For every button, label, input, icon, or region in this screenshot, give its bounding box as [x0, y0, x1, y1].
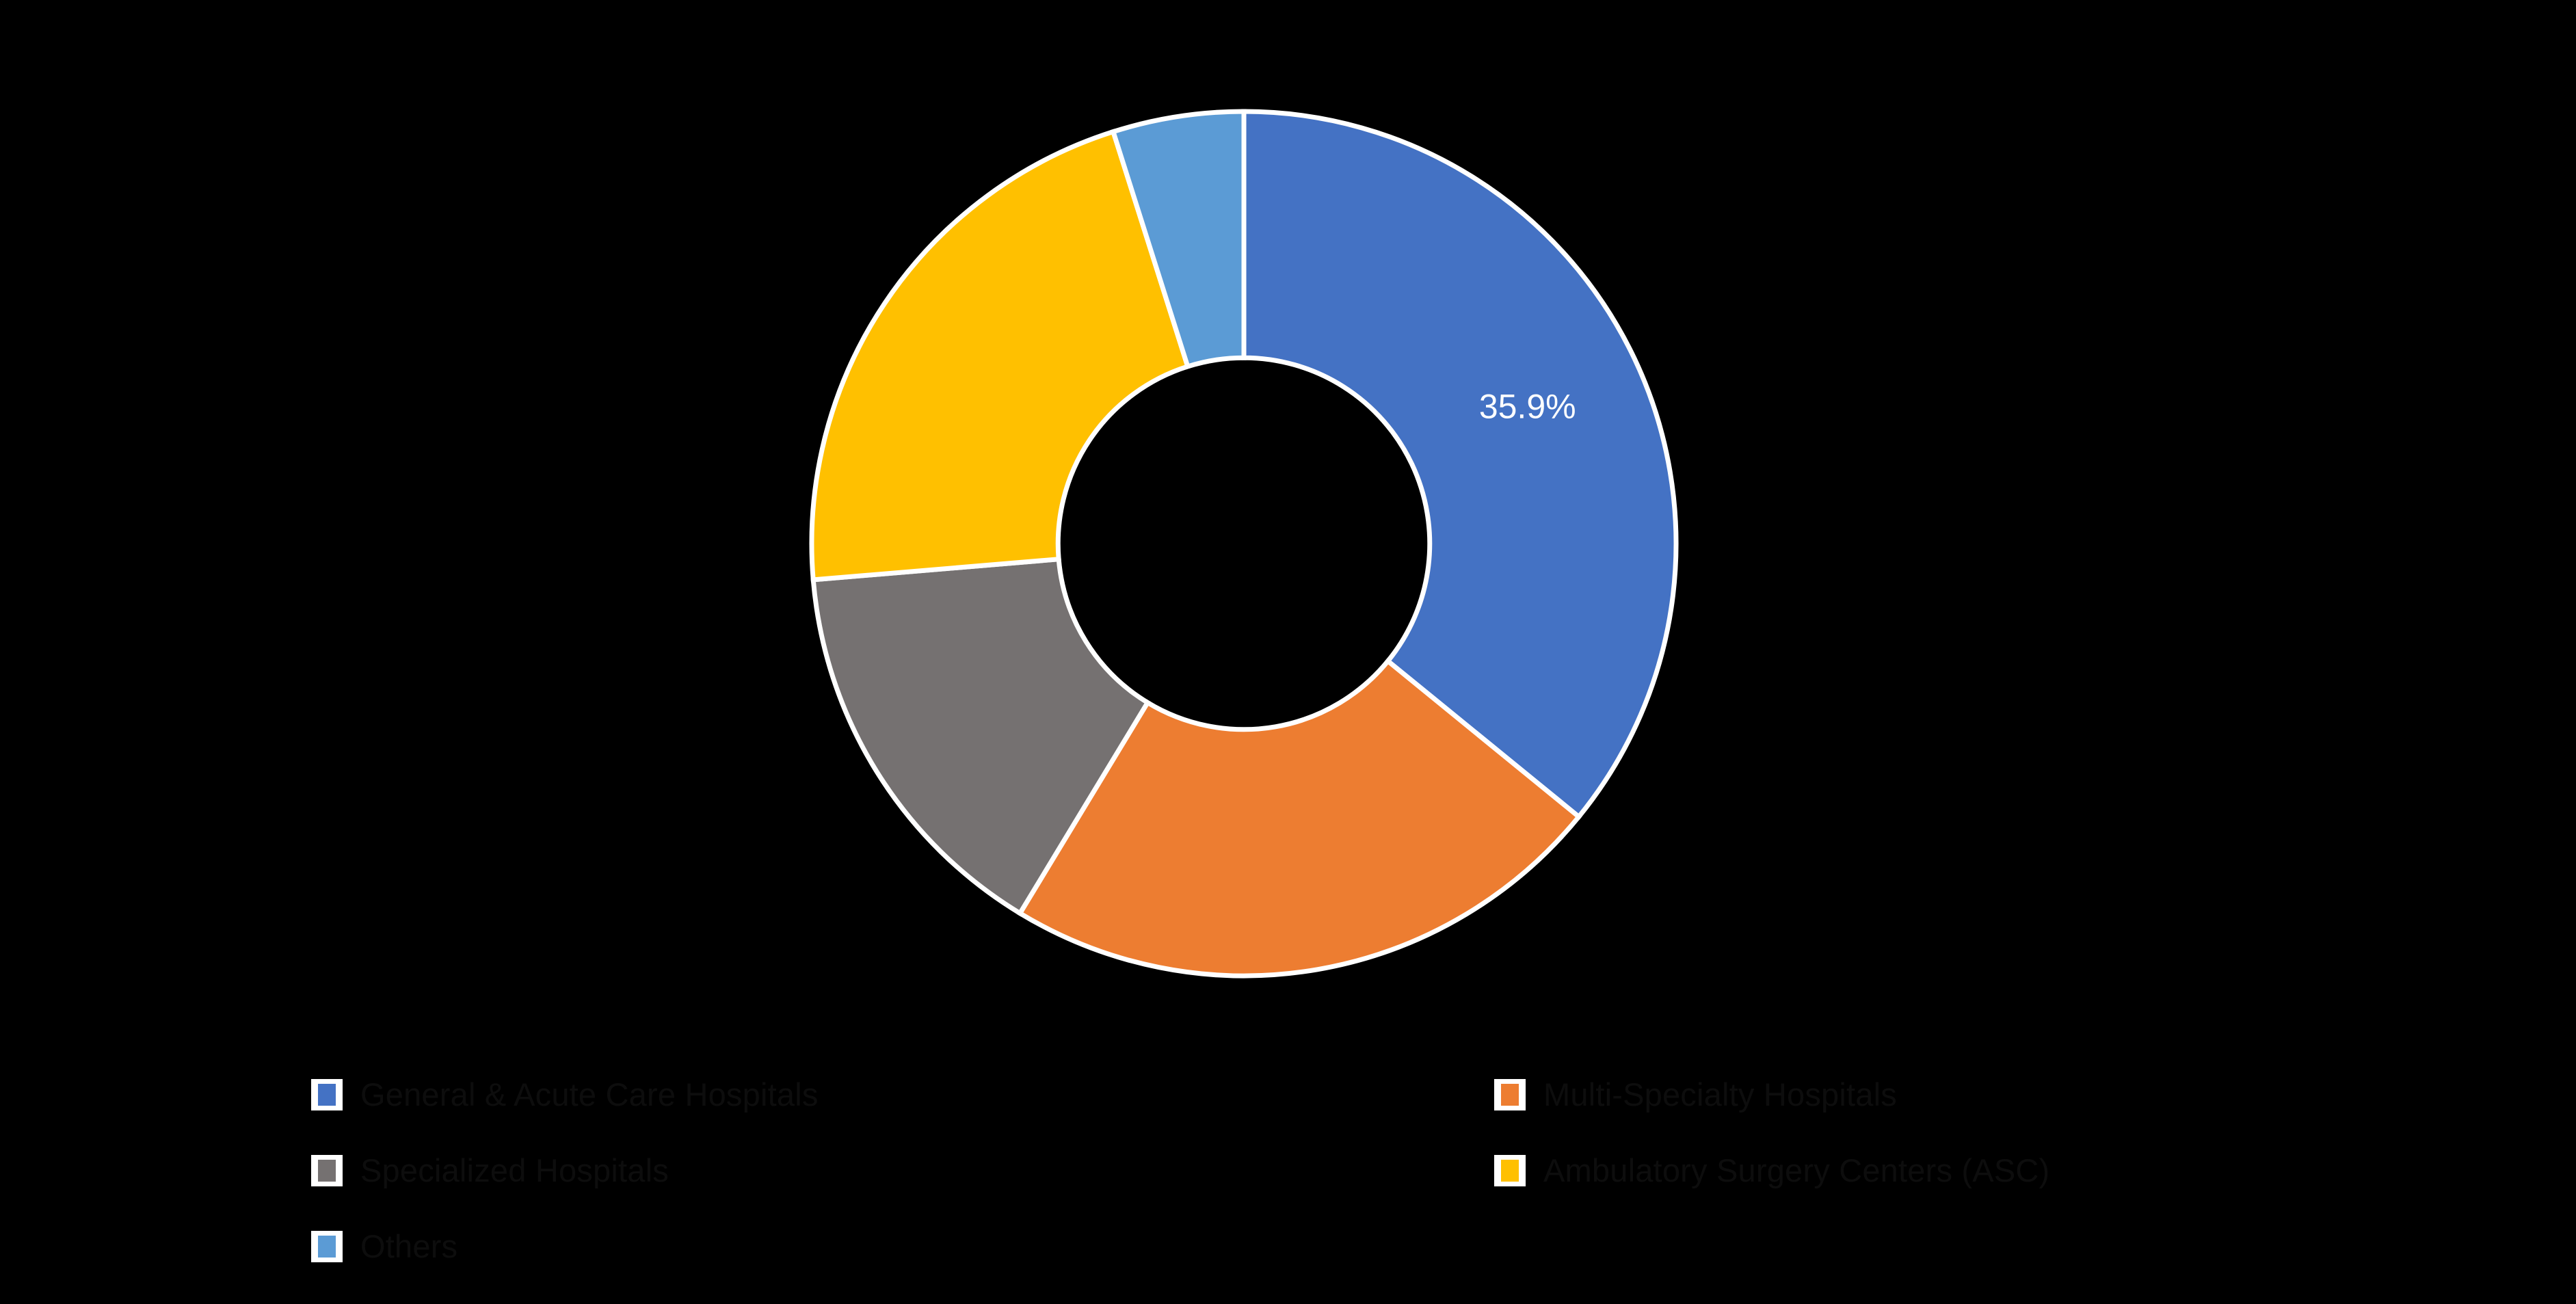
- legend-swatch-specialized-hospitals-icon: [311, 1154, 343, 1186]
- pie-slice-3[interactable]: [810, 556, 1152, 917]
- legend-item-ambulatory-surgery-centers[interactable]: Ambulatory Surgery Centers (ASC): [1494, 1132, 2294, 1208]
- legend-item-general-acute-care-hospitals[interactable]: General & Acute Care Hospitals: [311, 1056, 1494, 1132]
- legend-swatch-others-icon: [311, 1230, 343, 1262]
- pie-slice-label-1: 35.9%: [1479, 387, 1576, 425]
- pie-slice-4[interactable]: [809, 129, 1191, 583]
- legend-label-multi-specialty-hospitals: Multi-Specialty Hospitals: [1543, 1076, 1897, 1113]
- donut-plot-area: 35.9%: [809, 109, 1679, 979]
- legend-color-chip: [318, 1235, 336, 1258]
- legend-swatch-general-acute-care-hospitals-icon: [311, 1078, 343, 1110]
- pie-labels-group: 35.9%: [1479, 387, 1576, 425]
- donut-svg: 35.9%: [809, 109, 1679, 979]
- legend-label-general-acute-care-hospitals: General & Acute Care Hospitals: [360, 1076, 819, 1113]
- legend-label-others: Others: [360, 1228, 458, 1264]
- legend-item-specialized-hospitals[interactable]: Specialized Hospitals: [311, 1132, 1494, 1208]
- legend-label-ambulatory-surgery-centers: Ambulatory Surgery Centers (ASC): [1543, 1152, 2050, 1188]
- legend-swatch-multi-specialty-hospitals-icon: [1494, 1078, 1526, 1110]
- legend-swatch-ambulatory-surgery-centers-icon: [1494, 1154, 1526, 1186]
- pie-slice-1[interactable]: [1241, 109, 1679, 821]
- legend-label-specialized-hospitals: Specialized Hospitals: [360, 1152, 669, 1188]
- legend-color-chip: [318, 1159, 336, 1182]
- pie-slices-group: [809, 109, 1679, 979]
- chart-legend: General & Acute Care Hospitals Multi-Spe…: [311, 1056, 2294, 1264]
- legend-color-chip: [1501, 1159, 1519, 1182]
- legend-item-multi-specialty-hospitals[interactable]: Multi-Specialty Hospitals: [1494, 1056, 2294, 1132]
- legend-color-chip: [318, 1083, 336, 1106]
- legend-color-chip: [1501, 1083, 1519, 1106]
- legend-item-others[interactable]: Others: [311, 1208, 1494, 1284]
- pie-slice-5[interactable]: [1110, 109, 1247, 370]
- pie-slice-2[interactable]: [1016, 657, 1582, 979]
